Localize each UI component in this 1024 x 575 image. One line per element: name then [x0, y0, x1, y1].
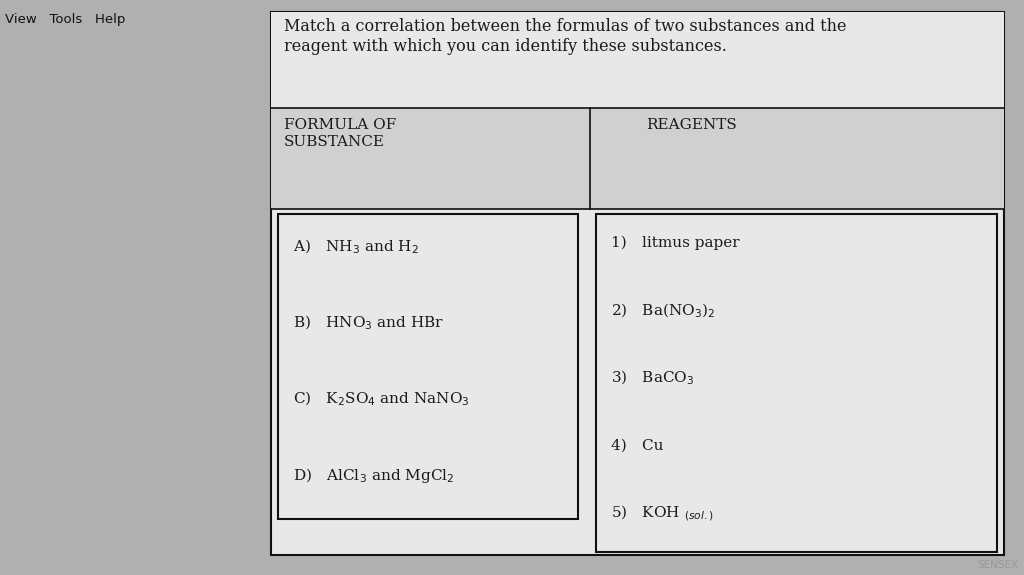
- Text: C) K$_2$SO$_4$ and NaNO$_3$: C) K$_2$SO$_4$ and NaNO$_3$: [293, 390, 470, 408]
- Bar: [271, 12, 1004, 108]
- Text: View   Tools   Help: View Tools Help: [5, 13, 126, 26]
- Bar: [278, 214, 578, 519]
- Bar: [596, 214, 997, 552]
- Text: REAGENTS: REAGENTS: [646, 118, 737, 132]
- Text: B) HNO$_3$ and HBr: B) HNO$_3$ and HBr: [293, 313, 444, 332]
- Text: 1) litmus paper: 1) litmus paper: [611, 236, 740, 250]
- Text: A) NH$_3$ and H$_2$: A) NH$_3$ and H$_2$: [293, 237, 419, 256]
- Text: SENSEX: SENSEX: [978, 561, 1019, 570]
- Text: 2) Ba(NO$_3$)$_2$: 2) Ba(NO$_3$)$_2$: [611, 301, 716, 320]
- Text: 5) KOH $_{(sol.)}$: 5) KOH $_{(sol.)}$: [611, 503, 715, 523]
- Bar: [271, 108, 1004, 209]
- Text: D) AlCl$_3$ and MgCl$_2$: D) AlCl$_3$ and MgCl$_2$: [293, 466, 455, 485]
- Text: 4) Cu: 4) Cu: [611, 438, 664, 453]
- Text: Match a correlation between the formulas of two substances and the
reagent with : Match a correlation between the formulas…: [284, 18, 846, 55]
- Bar: [271, 12, 1004, 555]
- Text: FORMULA OF
SUBSTANCE: FORMULA OF SUBSTANCE: [284, 118, 396, 149]
- Text: 3) BaCO$_3$: 3) BaCO$_3$: [611, 369, 694, 387]
